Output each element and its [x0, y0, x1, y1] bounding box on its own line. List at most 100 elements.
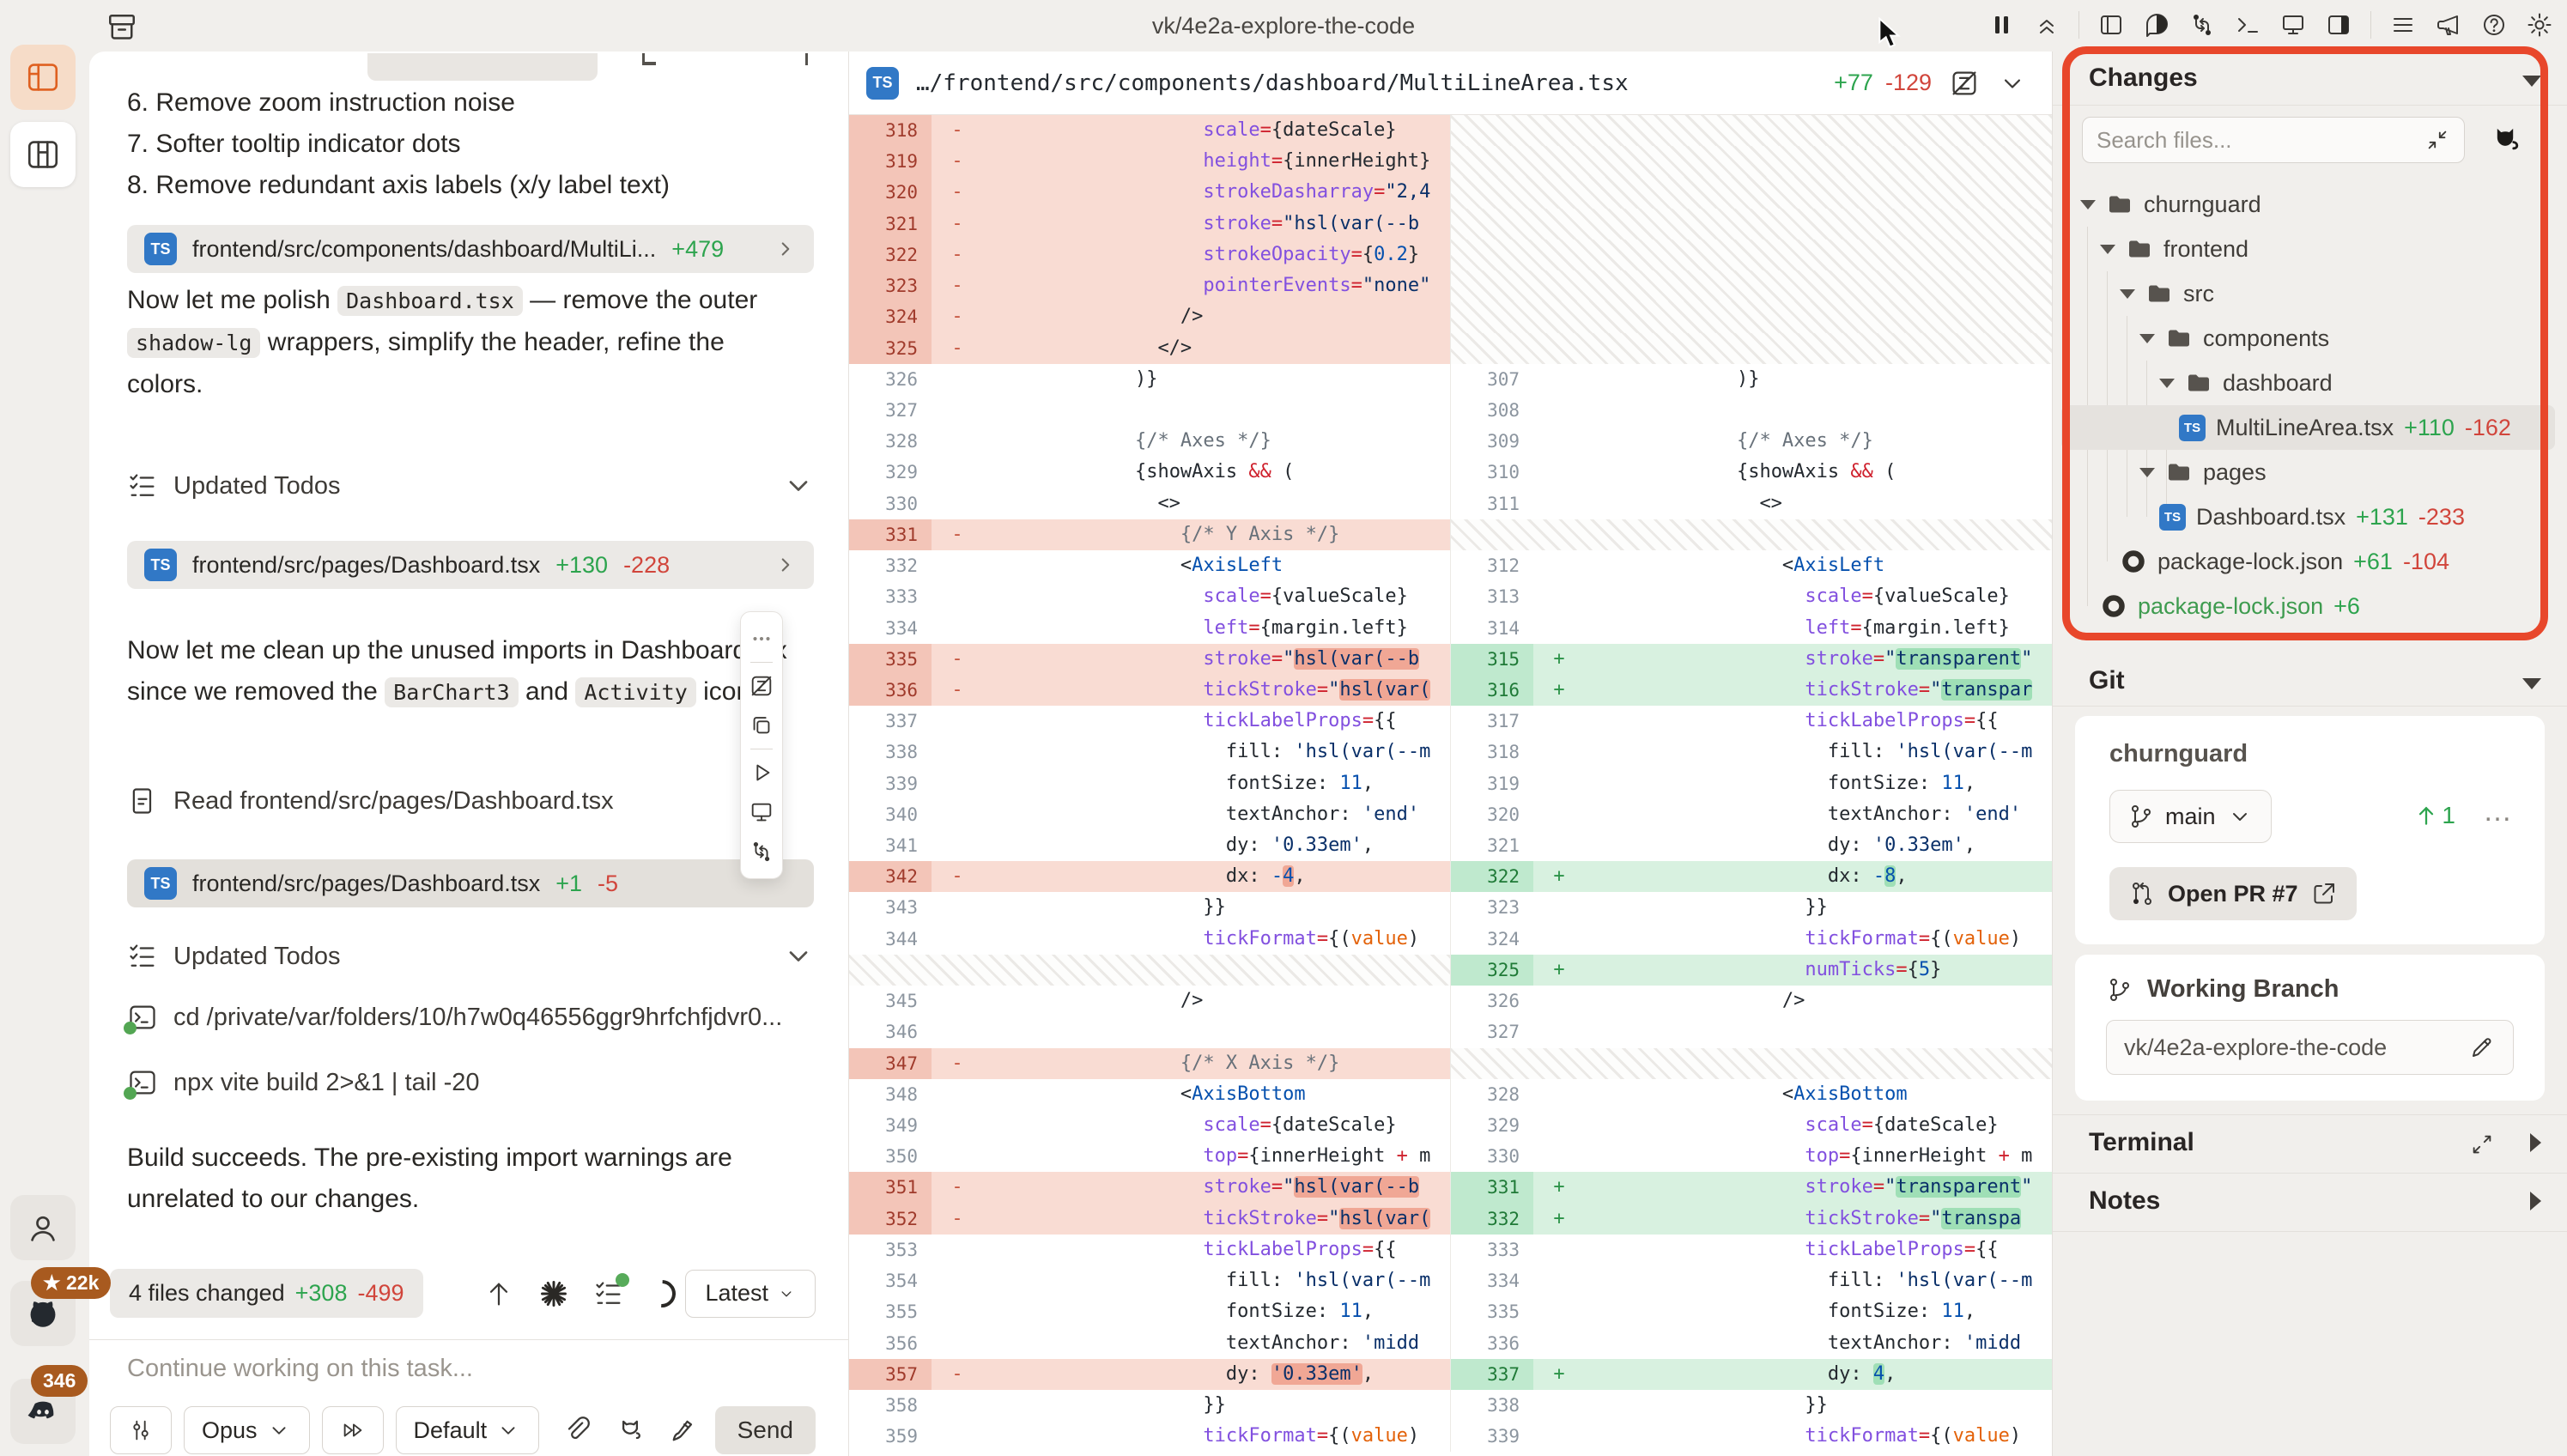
- diff-line[interactable]: 327: [1450, 1016, 2052, 1048]
- diff-line[interactable]: 358 }}: [849, 1389, 1450, 1422]
- tree-folder-row[interactable]: components: [2061, 316, 2555, 361]
- diff-line[interactable]: 329 scale={dateScale}: [1450, 1110, 2052, 1142]
- version-dropdown[interactable]: Latest: [685, 1269, 816, 1318]
- diff-line[interactable]: 309 {/* Axes */}: [1450, 426, 2052, 458]
- search-input[interactable]: [2097, 126, 2424, 154]
- diff-line[interactable]: 320- strokeDasharray="2,4: [849, 177, 1450, 209]
- diff-line[interactable]: 310 {showAxis && (: [1450, 457, 2052, 488]
- panel-left-icon[interactable]: [2097, 11, 2125, 39]
- scroll-up-icon[interactable]: [483, 1278, 514, 1309]
- collapse-all-icon[interactable]: [2033, 11, 2060, 39]
- discord-button[interactable]: 346: [10, 1365, 88, 1444]
- tree-file-row[interactable]: TS Dashboard.tsx +131 -233: [2061, 494, 2555, 539]
- todos-status-icon[interactable]: [593, 1272, 629, 1309]
- tree-file-row[interactable]: package-lock.json +6: [2061, 584, 2555, 628]
- tool-call-row[interactable]: Read frontend/src/pages/Dashboard.tsx: [127, 786, 814, 816]
- account-button[interactable]: [10, 1195, 76, 1260]
- menu-icon[interactable]: [2389, 11, 2417, 39]
- diff-line[interactable]: 308: [1450, 394, 2052, 427]
- run-icon[interactable]: [741, 753, 782, 792]
- tree-file-row[interactable]: TS MultiLineArea.tsx +110 -162: [2061, 405, 2555, 450]
- file-change-chip[interactable]: TS frontend/src/pages/Dashboard.tsx +130 -2…: [127, 541, 814, 589]
- notes-expand-caret[interactable]: [2530, 1192, 2541, 1210]
- git-compare-icon[interactable]: [2188, 11, 2216, 39]
- chat-bubble-icon[interactable]: [2143, 11, 2170, 39]
- diff-line[interactable]: 335- stroke="hsl(var(--b: [849, 643, 1450, 675]
- diff-line[interactable]: 347- {/* X Axis */}: [849, 1047, 1450, 1079]
- diff-line[interactable]: 334 fill: 'hsl(var(--m: [1450, 1265, 2052, 1297]
- diff-line[interactable]: 313 scale={valueScale}: [1450, 581, 2052, 613]
- diff-line[interactable]: 325- </>: [849, 332, 1450, 364]
- diff-code-view[interactable]: 318- scale={dateScale} 319- height={inner…: [849, 115, 2052, 1456]
- copy-icon[interactable]: [741, 706, 782, 745]
- diff-line[interactable]: 349 scale={dateScale}: [849, 1110, 1450, 1142]
- caret-down-icon[interactable]: [2139, 333, 2155, 343]
- terminal-expand-icon[interactable]: [2469, 1131, 2495, 1157]
- diff-line[interactable]: 318- scale={dateScale}: [849, 115, 1450, 147]
- diff-line[interactable]: 353 tickLabelProps={{: [849, 1234, 1450, 1266]
- diff-line[interactable]: 344 tickFormat={(value): [849, 923, 1450, 955]
- tree-folder-row[interactable]: src: [2061, 271, 2555, 316]
- diff-line[interactable]: 341 dy: '0.33em',: [849, 830, 1450, 862]
- diff-line[interactable]: 337 tickLabelProps={{: [849, 706, 1450, 737]
- caret-down-icon[interactable]: [2120, 288, 2135, 299]
- github-button[interactable]: ★ 22k: [10, 1267, 112, 1346]
- diff-line[interactable]: 328 <AxisBottom: [1450, 1078, 2052, 1110]
- diff-line[interactable]: 314 left={margin.left}: [1450, 612, 2052, 644]
- diff-line[interactable]: 329 {showAxis && (: [849, 457, 1450, 488]
- diff-view-icon[interactable]: [741, 666, 782, 706]
- caret-down-icon[interactable]: [2100, 244, 2115, 254]
- chevron-down-icon[interactable]: [783, 470, 814, 501]
- diff-line[interactable]: 350 top={innerHeight + m: [849, 1141, 1450, 1173]
- diff-line[interactable]: 335 fontSize: 11,: [1450, 1296, 2052, 1328]
- cat-icon[interactable]: [615, 1415, 646, 1446]
- diff-line[interactable]: 337 + dy: 4,: [1450, 1358, 2052, 1390]
- diff-line[interactable]: 326 />: [1450, 986, 2052, 1017]
- terminal-icon[interactable]: [2234, 11, 2261, 39]
- diff-file-header[interactable]: TS …/frontend/src/components/dashboard/M…: [849, 52, 2052, 115]
- diff-line[interactable]: 307 )}: [1450, 363, 2052, 395]
- diff-line[interactable]: 327: [849, 394, 1450, 427]
- attach-icon[interactable]: [561, 1415, 592, 1446]
- branch-dropdown[interactable]: main: [2109, 790, 2272, 843]
- collapse-file-icon[interactable]: [1997, 68, 2028, 99]
- fast-forward-button[interactable]: [321, 1406, 384, 1454]
- file-change-chip[interactable]: TS frontend/src/pages/Dashboard.tsx +1 -5: [127, 859, 814, 907]
- diff-line[interactable]: 330 <>: [849, 488, 1450, 519]
- diff-line[interactable]: 352- tickStroke="hsl(var(: [849, 1203, 1450, 1235]
- open-pr-button[interactable]: Open PR #7: [2109, 867, 2357, 920]
- diff-line[interactable]: 324- />: [849, 301, 1450, 333]
- diff-line[interactable]: 331- {/* Y Axis */}: [849, 519, 1450, 551]
- composer-input[interactable]: Continue working on this task...: [127, 1355, 473, 1382]
- megaphone-icon[interactable]: [2435, 11, 2462, 39]
- tree-folder-row[interactable]: pages: [2061, 450, 2555, 494]
- diff-line[interactable]: 323- pointerEvents="none": [849, 270, 1450, 302]
- diff-line[interactable]: 321- stroke="hsl(var(--b: [849, 208, 1450, 240]
- diff-line[interactable]: 325 + numTicks={5}: [1450, 954, 2052, 986]
- diff-line[interactable]: 343 }}: [849, 892, 1450, 924]
- diff-line[interactable]: 333 scale={valueScale}: [849, 581, 1450, 613]
- diff-line[interactable]: 320 textAnchor: 'end': [1450, 798, 2052, 831]
- updated-todos-row[interactable]: Updated Todos: [127, 941, 814, 972]
- model-dropdown[interactable]: Opus: [184, 1406, 310, 1454]
- diff-line[interactable]: 357- dy: '0.33em',: [849, 1358, 1450, 1390]
- diff-line[interactable]: 345 />: [849, 986, 1450, 1017]
- diff-line[interactable]: 312 <AxisLeft: [1450, 550, 2052, 582]
- diff-line[interactable]: 319- height={innerHeight}: [849, 146, 1450, 178]
- diff-line[interactable]: 342- dx: -4,: [849, 861, 1450, 893]
- diff-line[interactable]: 339 fontSize: 11,: [849, 767, 1450, 799]
- files-changed-pill[interactable]: 4 files changed +308 -499: [110, 1269, 423, 1318]
- pause-icon[interactable]: [1987, 11, 2015, 39]
- tree-folder-row[interactable]: churnguard: [2061, 182, 2555, 227]
- workspace-layout-button[interactable]: [10, 45, 76, 110]
- help-icon[interactable]: [2480, 11, 2508, 39]
- working-branch-field[interactable]: vk/4e2a-explore-the-code: [2106, 1020, 2514, 1075]
- git-compare-icon[interactable]: [741, 832, 782, 871]
- diff-line[interactable]: 339 tickFormat={(value): [1450, 1421, 2052, 1453]
- diff-line[interactable]: 332 <AxisLeft: [849, 550, 1450, 582]
- diff-line[interactable]: 311 <>: [1450, 488, 2052, 519]
- diff-line[interactable]: 346: [849, 1016, 1450, 1048]
- diff-line[interactable]: 348 <AxisBottom: [849, 1078, 1450, 1110]
- archive-icon[interactable]: [105, 10, 139, 45]
- diff-line[interactable]: 334 left={margin.left}: [849, 612, 1450, 644]
